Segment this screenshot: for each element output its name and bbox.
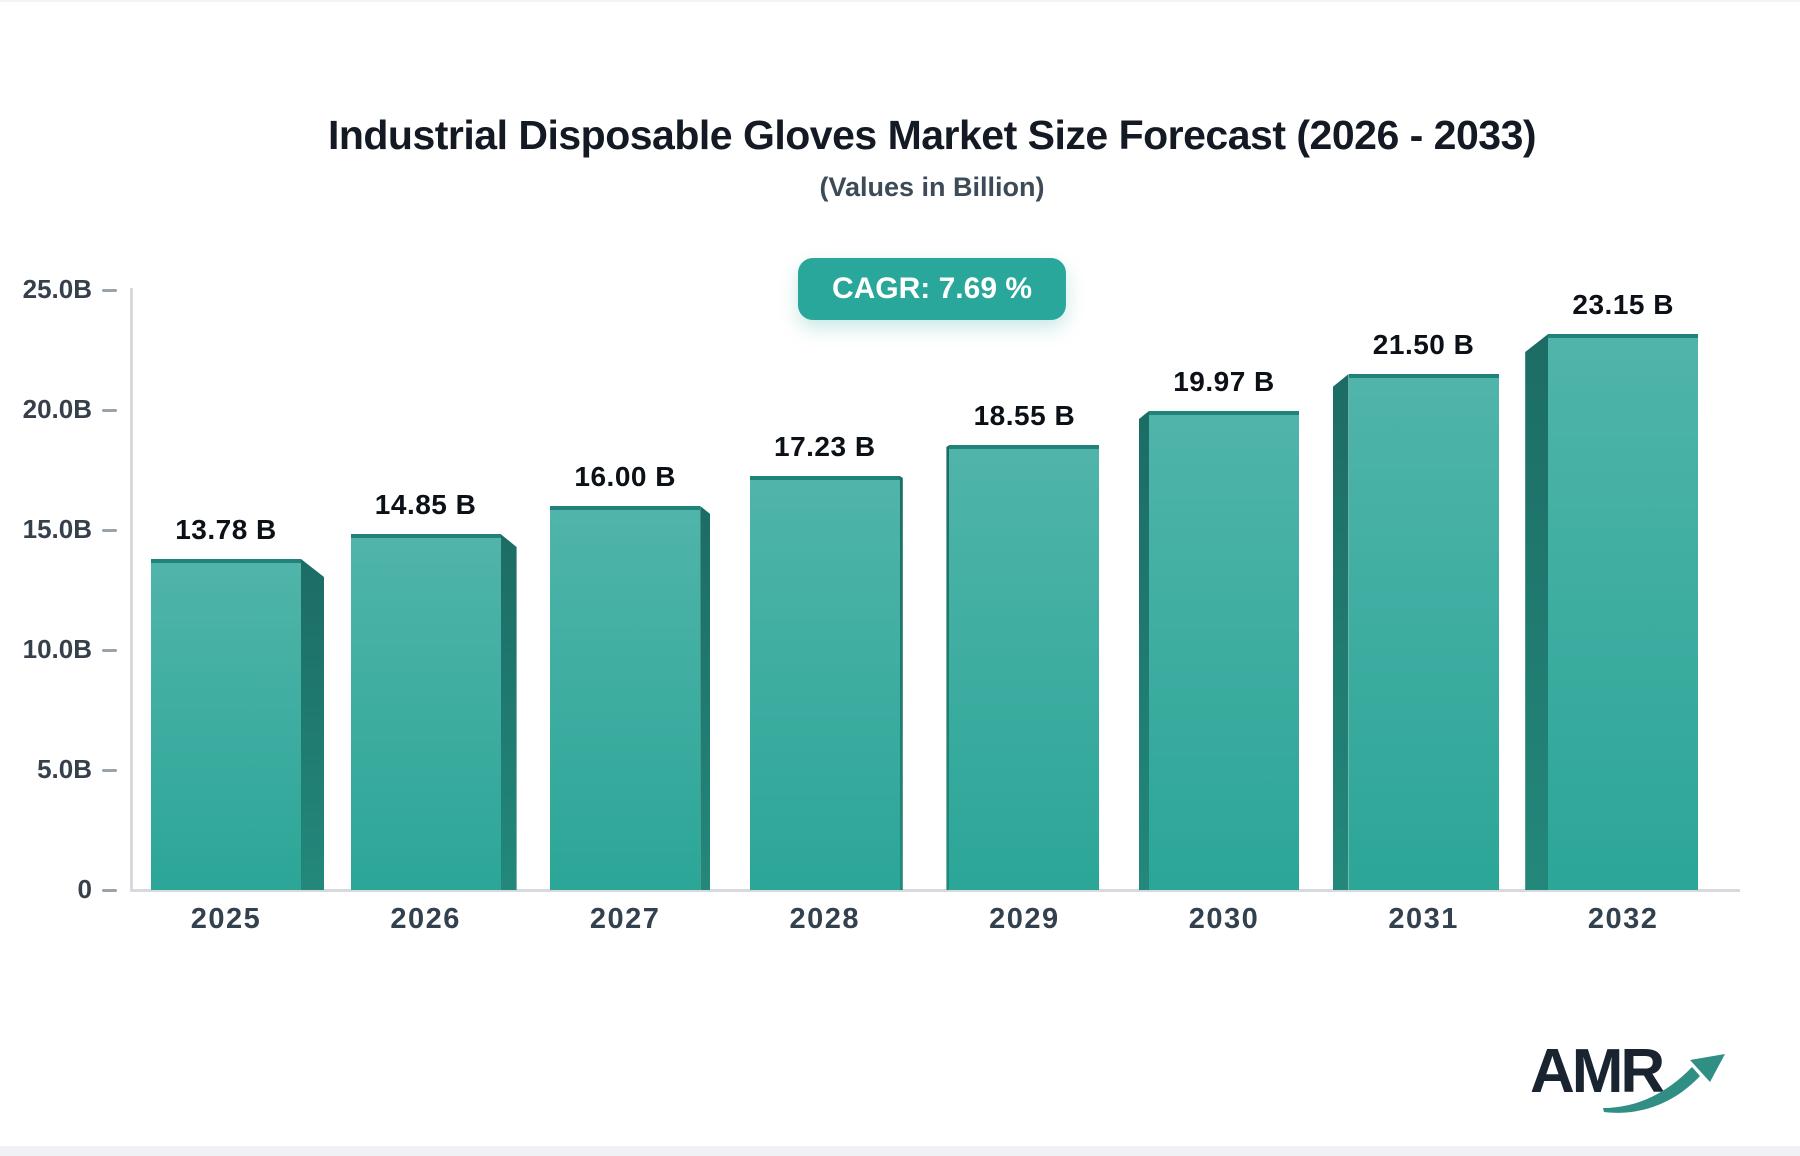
y-tick-dash	[102, 649, 117, 652]
y-tick-label: 20.0B	[22, 394, 92, 424]
x-tick-label: 2032	[1587, 903, 1659, 935]
bar-2026	[350, 534, 501, 890]
y-tick-dash	[102, 889, 117, 892]
chart-header: Industrial Disposable Gloves Market Size…	[130, 2, 1734, 342]
x-axis-line	[130, 889, 1740, 892]
x-tick-label: 2026	[390, 903, 461, 935]
bar-value-label: 16.00 B	[574, 461, 676, 492]
x-tick-label: 2030	[1188, 903, 1260, 935]
bar-value-label: 19.97 B	[1173, 366, 1275, 397]
bar-value-label: 18.55 B	[973, 400, 1076, 431]
amr-logo: AMR	[1506, 1028, 1736, 1124]
y-tick-label: 0	[77, 874, 92, 904]
bar-2032	[1548, 334, 1699, 890]
y-tick-label: 10.0B	[22, 634, 92, 664]
bar-2028	[749, 476, 900, 890]
bar-side-face-2026	[500, 534, 517, 890]
cagr-badge: CAGR: 7.69 %	[797, 258, 1067, 320]
chart-subtitle: (Values in Billion)	[819, 172, 1045, 202]
bar-2025	[151, 559, 301, 890]
y-axis-line	[130, 288, 133, 892]
bar-side-face-2027	[700, 506, 711, 890]
bar-side-face-2030	[1139, 411, 1149, 890]
bar-value-label: 13.78 B	[175, 514, 277, 545]
x-tick-label: 2028	[789, 903, 861, 935]
x-tick-label: 2031	[1388, 903, 1459, 935]
bar-value-label: 21.50 B	[1372, 329, 1475, 360]
y-tick-label: 5.0B	[37, 754, 92, 784]
page-bottom-edge	[0, 1146, 1800, 1156]
y-tick-dash	[102, 409, 117, 412]
bar-side-face-2031	[1332, 374, 1349, 890]
y-tick-dash	[102, 769, 117, 772]
bar-value-label: 17.23 B	[774, 431, 876, 462]
y-tick-label: 15.0B	[22, 514, 92, 544]
amr-logo-text: AMR	[1530, 1037, 1665, 1106]
x-tick-label: 2029	[989, 903, 1060, 935]
x-tick-label: 2025	[190, 903, 262, 935]
bar-2031	[1348, 374, 1499, 890]
bar-value-label: 14.85 B	[374, 489, 477, 520]
bar-2030	[1149, 411, 1299, 890]
bar-2027	[550, 506, 701, 890]
bar-side-face-2028	[899, 476, 903, 890]
bar-side-face-2032	[1525, 334, 1549, 890]
y-tick-dash	[102, 289, 117, 292]
bar-2029	[949, 445, 1100, 890]
y-tick-dash	[102, 529, 117, 532]
growth-arrow-icon	[1603, 1054, 1725, 1113]
chart-title: Industrial Disposable Gloves Market Size…	[327, 112, 1537, 158]
y-tick-label: 25.0B	[22, 274, 92, 304]
x-tick-label: 2027	[589, 903, 661, 935]
bar-side-face-2025	[301, 559, 324, 890]
bar-side-face-2029	[946, 445, 950, 890]
bar-value-label: 23.15 B	[1572, 289, 1674, 320]
